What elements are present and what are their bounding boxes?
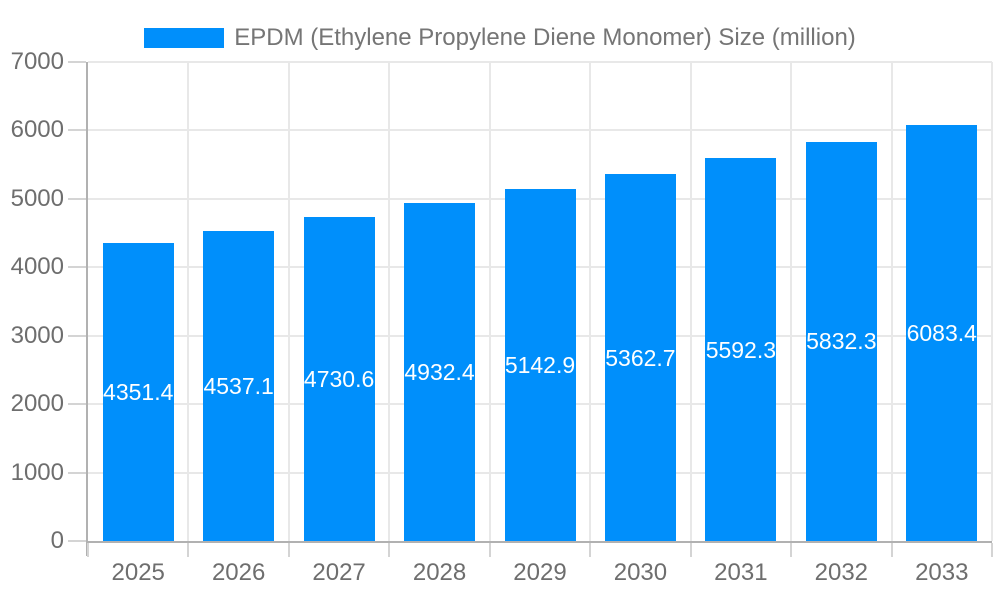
vertical-gridline [287,62,290,541]
y-axis-line [86,62,88,556]
bar-value-label: 4537.1 [203,372,274,399]
y-axis-tick-label: 2000 [10,390,64,418]
y-axis-tick-label: 3000 [10,321,64,349]
x-axis-tick [388,543,391,557]
legend-swatch [144,28,225,48]
bar-value-label: 6083.4 [906,319,977,346]
bar[interactable] [303,217,375,541]
x-axis-tick-label: 2033 [915,559,969,586]
y-axis-tick-label: 1000 [10,458,64,486]
bar[interactable] [203,230,275,541]
y-axis-tick-label: 0 [50,527,64,554]
y-axis-tick-label: 5000 [10,184,64,212]
bar[interactable] [404,203,476,541]
y-axis-tick [68,129,86,132]
x-axis-tick-label: 2025 [111,559,165,586]
bar[interactable] [705,158,777,541]
vertical-gridline [689,62,692,541]
bar[interactable] [906,124,978,541]
bar-value-label: 5832.3 [806,328,877,355]
x-axis-tick [187,543,190,557]
x-axis-tick [287,543,290,557]
vertical-gridline [991,62,993,541]
x-axis-labels: 2025 2026 2027 2028 2029 2030 2031 2032 2033 [88,556,992,590]
y-axis-tick [68,471,86,474]
x-axis-tick-label: 2030 [613,559,668,586]
y-axis-tick [68,197,86,200]
y-axis-tick [68,61,86,63]
bar[interactable] [102,243,174,541]
bar-value-label: 4932.4 [404,359,475,386]
vertical-gridline [890,62,893,541]
y-axis-tick [68,266,86,269]
x-axis-tick [589,543,592,557]
bar[interactable] [504,189,576,541]
x-axis-tick-label: 2031 [714,559,768,586]
x-axis-tick-label: 2029 [513,559,567,586]
bar[interactable] [805,141,877,541]
x-axis-tick-label: 2028 [412,559,467,586]
x-axis-tick [890,543,893,557]
x-axis-tick [87,543,89,557]
bar-value-label: 5362.7 [605,344,676,371]
x-axis-tick-label: 2032 [814,559,869,586]
vertical-gridline [488,62,491,541]
bar-value-label: 5592.3 [705,336,777,363]
bar-value-label: 4730.6 [303,366,375,393]
y-axis-tick-label: 6000 [10,116,64,144]
x-axis-line [86,541,992,543]
x-axis-tick [689,543,692,557]
bar-value-label: 4351.4 [103,379,174,406]
x-axis-tick [991,543,993,557]
y-axis-labels: 0 1000 2000 3000 4000 5000 6000 7000 [0,48,64,554]
x-axis-tick-label: 2027 [312,559,366,586]
legend[interactable]: EPDM (Ethylene Propylene Diene Monomer) … [0,24,1000,52]
y-axis-tick [68,334,86,337]
bar-value-label: 5142.9 [504,352,576,379]
x-axis-tick-label: 2026 [211,559,266,586]
plot-area: 4351.4 4537.1 4730.6 4932.4 5142.9 5362.7 5592… [68,61,993,557]
vertical-gridline [388,62,391,541]
legend-label: EPDM (Ethylene Propylene Diene Monomer) … [234,24,856,51]
x-axis-tick [790,543,793,557]
y-axis-tick [68,403,86,406]
x-axis-tick [488,543,491,557]
horizontal-gridline [88,61,992,63]
horizontal-gridline [88,129,992,132]
y-axis-tick-label: 7000 [10,48,64,75]
bar[interactable] [604,174,676,541]
vertical-gridline [790,62,793,541]
y-axis-tick [68,540,86,542]
vertical-gridline [589,62,592,541]
vertical-gridline [187,62,190,541]
y-axis-tick-label: 4000 [10,253,64,281]
